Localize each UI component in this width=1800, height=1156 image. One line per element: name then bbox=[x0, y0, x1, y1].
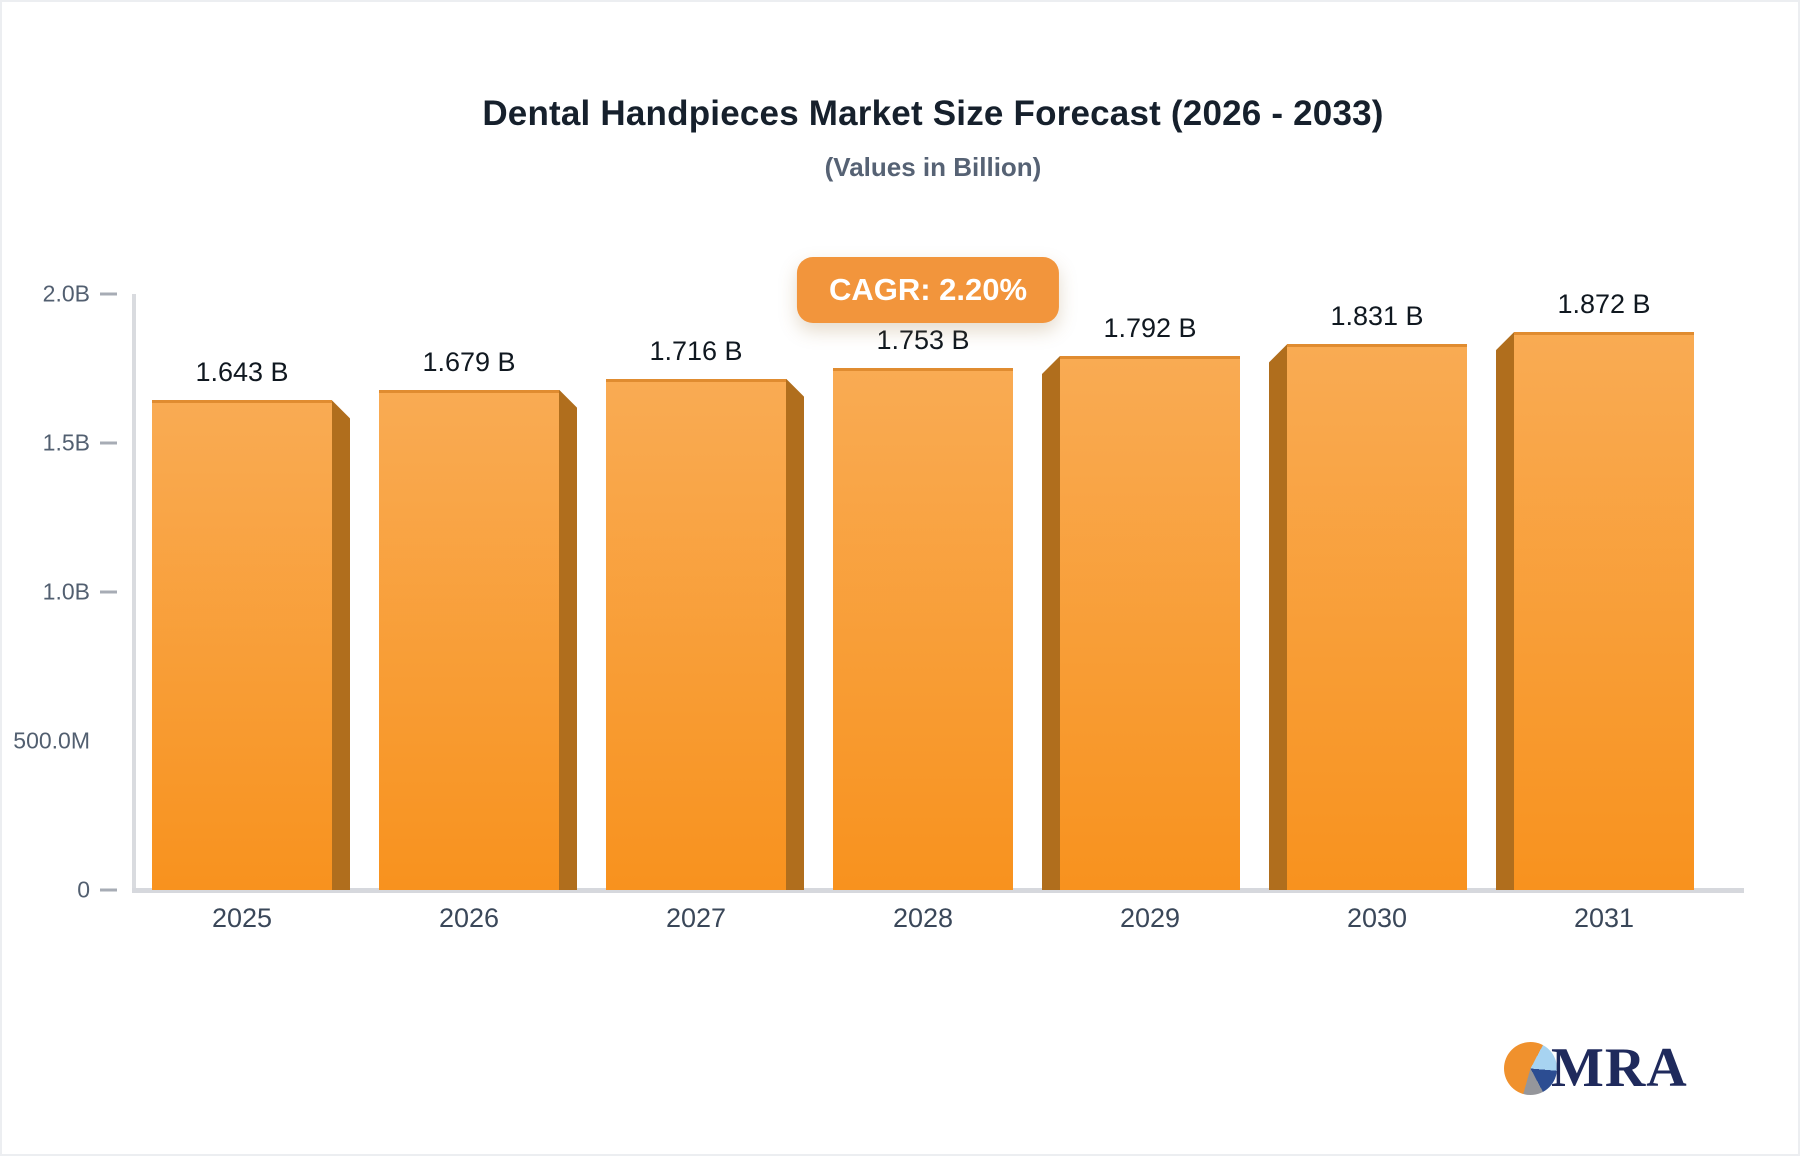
mra-logo: MRA bbox=[1504, 1040, 1688, 1096]
y-axis-label: 1.0B bbox=[42, 578, 90, 605]
x-axis-label: 2030 bbox=[1346, 903, 1408, 933]
y-axis-tick bbox=[100, 292, 117, 296]
bar bbox=[606, 378, 786, 890]
bar-3d-side bbox=[559, 389, 577, 890]
x-axis-label: 2027 bbox=[665, 903, 727, 933]
bar-value-label: 1.753 B bbox=[876, 324, 970, 355]
chart-subtitle: (Values in Billion) bbox=[824, 152, 1042, 182]
y-axis-label: 2.0B bbox=[42, 280, 90, 307]
y-axis-tick bbox=[100, 888, 117, 892]
y-axis-label: 500.0M bbox=[13, 727, 90, 754]
bar-value-label: 1.792 B bbox=[1103, 312, 1197, 343]
pie-chart-logo-icon bbox=[1504, 1041, 1557, 1095]
bar bbox=[1287, 344, 1467, 890]
bar-3d-side bbox=[1042, 355, 1060, 890]
bar-3d-side bbox=[332, 400, 350, 890]
x-axis-label: 2031 bbox=[1573, 903, 1635, 933]
bar bbox=[1514, 332, 1694, 890]
bar bbox=[833, 367, 1013, 890]
bar-3d-side bbox=[786, 378, 804, 890]
bar bbox=[379, 389, 559, 890]
bar-value-label: 1.643 B bbox=[195, 357, 289, 388]
y-axis-label: 1.5B bbox=[42, 429, 90, 456]
bar-3d-side bbox=[1496, 332, 1514, 890]
bar-value-label: 1.679 B bbox=[422, 346, 516, 377]
x-axis-label: 2029 bbox=[1119, 903, 1181, 933]
x-axis-label: 2025 bbox=[211, 903, 273, 933]
x-axis-label: 2028 bbox=[892, 903, 954, 933]
bar bbox=[1060, 355, 1240, 890]
chart-header: Dental Handpieces Market Size Forecast (… bbox=[64, 94, 1798, 183]
bar-value-label: 1.872 B bbox=[1557, 289, 1651, 320]
y-axis-tick bbox=[100, 590, 117, 594]
bar bbox=[152, 400, 332, 890]
bar-value-label: 1.831 B bbox=[1330, 301, 1424, 332]
y-axis-label: 0 bbox=[77, 876, 90, 903]
logo-text: MRA bbox=[1551, 1037, 1688, 1099]
x-axis-baseline bbox=[132, 888, 1744, 893]
chart-title: Dental Handpieces Market Size Forecast (… bbox=[482, 94, 1384, 133]
x-axis-label: 2026 bbox=[438, 903, 500, 933]
y-axis-tick bbox=[100, 441, 117, 445]
bar-3d-side bbox=[1269, 344, 1287, 890]
bar-value-label: 1.716 B bbox=[649, 335, 743, 366]
y-axis-line bbox=[132, 294, 136, 892]
cagr-badge: CAGR: 2.20% bbox=[796, 257, 1060, 323]
